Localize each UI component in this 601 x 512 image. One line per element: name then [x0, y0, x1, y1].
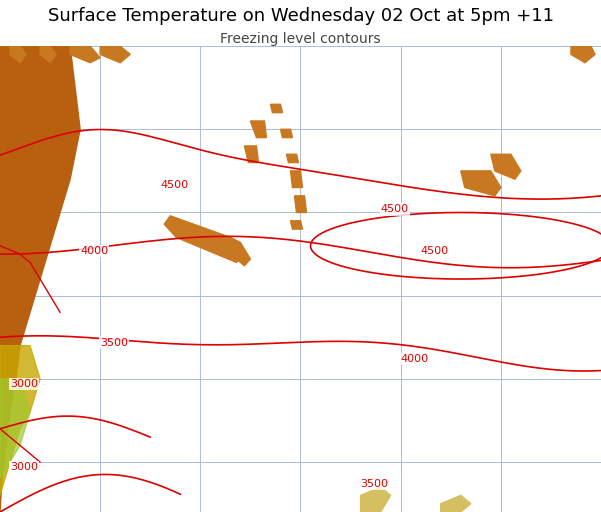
Polygon shape [270, 104, 282, 113]
Polygon shape [100, 46, 130, 63]
Polygon shape [230, 238, 251, 266]
Polygon shape [287, 154, 299, 163]
Text: 4500: 4500 [160, 180, 188, 189]
Text: 4000: 4000 [80, 246, 108, 256]
Text: 4000: 4000 [401, 354, 429, 364]
Polygon shape [441, 496, 471, 512]
Polygon shape [0, 46, 80, 512]
Polygon shape [461, 171, 501, 196]
Polygon shape [0, 346, 40, 496]
Polygon shape [251, 121, 266, 138]
Polygon shape [164, 216, 245, 263]
Polygon shape [290, 171, 302, 187]
Text: Surface Temperature on Wednesday 02 Oct at 5pm +11: Surface Temperature on Wednesday 02 Oct … [47, 7, 554, 25]
Polygon shape [70, 46, 100, 63]
Polygon shape [361, 487, 391, 512]
Polygon shape [10, 46, 26, 63]
Polygon shape [290, 221, 302, 229]
Polygon shape [40, 46, 56, 63]
Polygon shape [281, 130, 293, 138]
Text: 3000: 3000 [10, 462, 38, 473]
Polygon shape [294, 196, 307, 212]
Polygon shape [245, 146, 258, 163]
Polygon shape [0, 379, 30, 479]
Polygon shape [491, 154, 521, 179]
Text: 4500: 4500 [380, 204, 409, 215]
Text: 4500: 4500 [421, 246, 449, 256]
Text: 3500: 3500 [361, 479, 389, 489]
Text: 3000: 3000 [10, 379, 38, 389]
Text: 3500: 3500 [100, 337, 128, 348]
Text: Freezing level contours: Freezing level contours [220, 32, 381, 46]
Polygon shape [571, 46, 595, 63]
